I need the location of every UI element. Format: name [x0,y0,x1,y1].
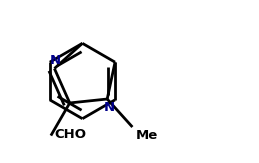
Text: N: N [50,54,61,67]
Text: N: N [104,101,115,114]
Text: CHO: CHO [55,128,87,141]
Text: Me: Me [135,129,158,142]
